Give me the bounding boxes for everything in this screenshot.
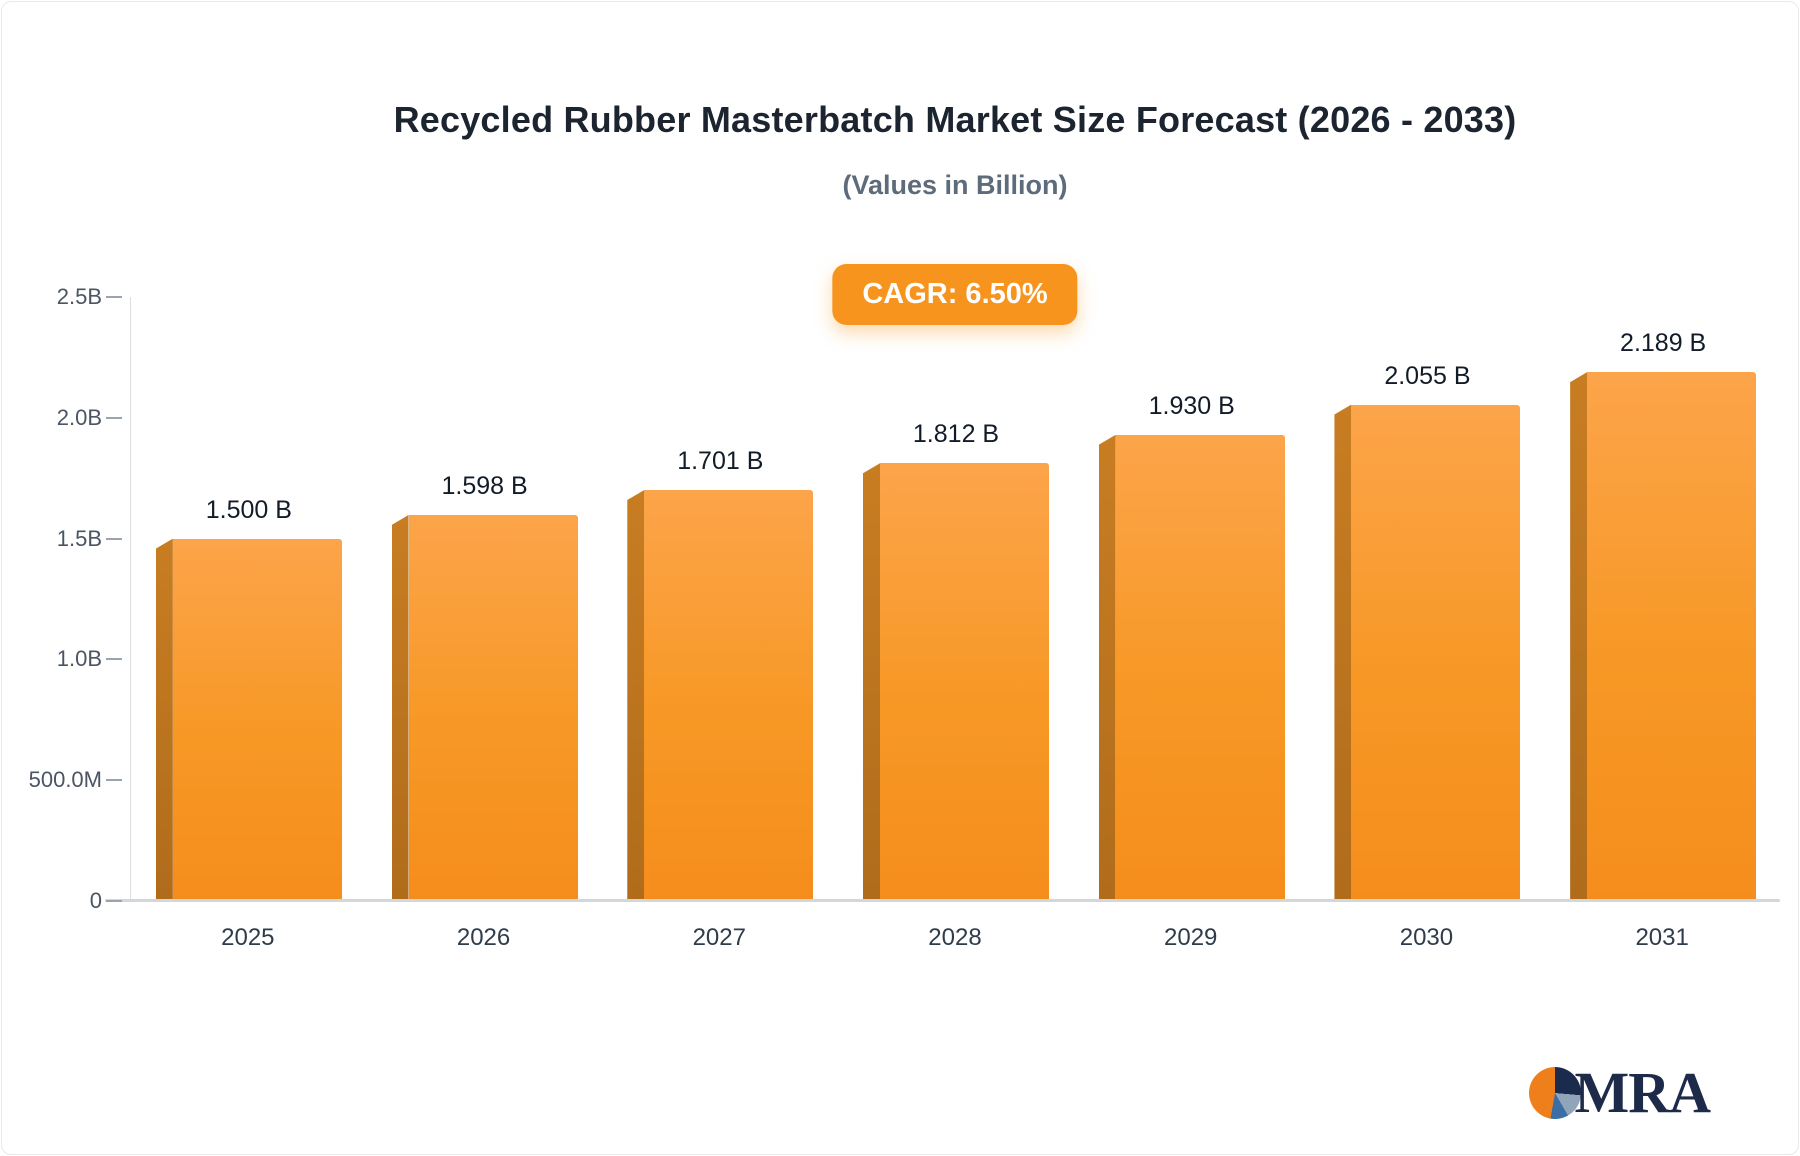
y-axis-tick bbox=[106, 658, 122, 661]
brand-logo: MRA bbox=[1529, 1060, 1711, 1125]
y-axis-tick-label: 1.0B bbox=[56, 646, 102, 672]
y-axis-tick-label: 2.5B bbox=[56, 284, 102, 309]
bar-2025 bbox=[155, 538, 342, 901]
bar-2030 bbox=[1334, 404, 1521, 901]
y-axis-tick-label: 2.0B bbox=[56, 404, 102, 430]
bar-value-label: 1.701 B bbox=[677, 447, 764, 476]
y-axis-tick-label: 0 bbox=[89, 888, 102, 913]
bar-side-face bbox=[1334, 404, 1352, 901]
bar-2031 bbox=[1570, 372, 1757, 901]
bar-front-face bbox=[644, 490, 814, 901]
y-axis-tick bbox=[106, 537, 122, 540]
y-axis-tick bbox=[106, 296, 122, 298]
brand-logo-text: MRA bbox=[1574, 1060, 1711, 1125]
y-axis-tick-label: 500.0M bbox=[28, 767, 102, 793]
y-axis-tick bbox=[106, 416, 122, 419]
x-axis-label: 2030 bbox=[1399, 924, 1454, 951]
bar-side-face bbox=[391, 514, 409, 901]
bar-value-label: 2.189 B bbox=[1620, 329, 1707, 358]
bar-front-face bbox=[172, 538, 342, 901]
bar-front-face bbox=[880, 463, 1049, 901]
bar-side-face bbox=[1570, 372, 1588, 901]
x-axis-label: 2028 bbox=[928, 924, 982, 951]
bar-2026 bbox=[391, 514, 578, 901]
bar-front-face bbox=[408, 514, 578, 901]
x-axis-baseline bbox=[105, 899, 1780, 902]
bar-value-label: 1.500 B bbox=[205, 495, 292, 524]
plot-area: 1.500 B 1.598 B 1.701 B 1.812 B 1.930 B 2.055… bbox=[130, 297, 1780, 901]
bar-side-face bbox=[863, 463, 880, 901]
x-axis-label: 2027 bbox=[692, 924, 746, 951]
bar-value-label: 1.812 B bbox=[912, 420, 1000, 449]
bar-2028 bbox=[863, 463, 1049, 901]
x-axis-label: 2025 bbox=[221, 924, 275, 951]
x-axis-label: 2026 bbox=[456, 924, 511, 951]
chart-title: Recycled Rubber Masterbatch Market Size … bbox=[393, 99, 1517, 140]
bar-2027 bbox=[627, 490, 814, 901]
bar-value-label: 1.598 B bbox=[441, 471, 528, 500]
chart-subtitle: (Values in Billion) bbox=[842, 170, 1068, 200]
x-axis-label: 2029 bbox=[1164, 924, 1218, 951]
y-axis-tick-label: 1.5B bbox=[56, 525, 102, 551]
bar-front-face bbox=[1115, 434, 1285, 901]
bar-value-label: 1.930 B bbox=[1148, 391, 1235, 420]
brand-logo-pie-icon bbox=[1529, 1067, 1582, 1119]
bar-side-face bbox=[627, 490, 645, 901]
bar-front-face bbox=[1351, 404, 1521, 901]
bar-value-label: 2.055 B bbox=[1384, 361, 1471, 390]
x-axis-label: 2031 bbox=[1635, 924, 1689, 951]
y-axis-tick bbox=[106, 779, 122, 782]
y-axis-tick bbox=[106, 900, 122, 902]
bar-front-face bbox=[1587, 372, 1757, 901]
bar-2029 bbox=[1098, 434, 1285, 901]
cagr-badge: CAGR: 6.50% bbox=[832, 264, 1078, 325]
bar-side-face bbox=[155, 538, 173, 901]
bar-side-face bbox=[1098, 434, 1116, 901]
